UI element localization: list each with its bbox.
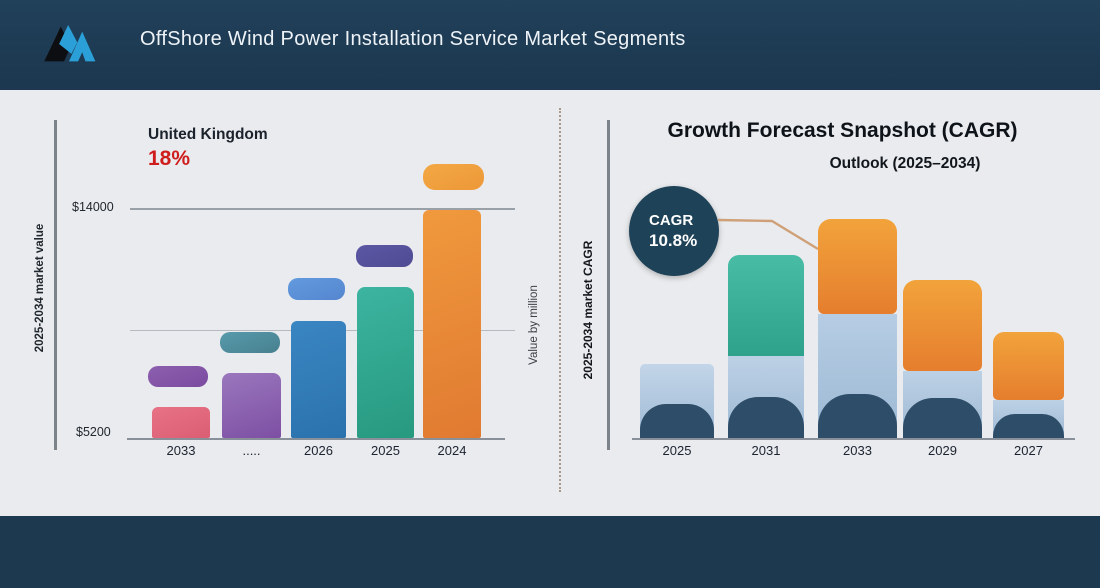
right-bar-2029-seg0 (903, 280, 982, 371)
ama-mountain-logo-icon (36, 14, 102, 79)
right-x-axis-line (632, 438, 1075, 440)
left-x-tick-2033: 2033 (166, 443, 196, 458)
right-y-axis-line (607, 120, 610, 450)
left-bar-cap-2026 (288, 278, 345, 300)
left-x-tick-.....: ..... (242, 443, 261, 458)
right-x-tick-2027: 2027 (1014, 443, 1043, 458)
right-y-axis-label: 2025-2034 market CAGR (581, 240, 595, 380)
header-bar: OffShore Wind Power Installation Service… (0, 0, 1100, 90)
left-y-axis-label: 2025-2034 market value (34, 223, 46, 353)
page-title: OffShore Wind Power Installation Service… (140, 28, 686, 50)
right-x-tick-2029: 2029 (928, 443, 957, 458)
right-x-tick-2025: 2025 (662, 443, 692, 458)
right-chart-subtitle: Outlook (2025–2034) (829, 155, 981, 172)
left-bar-cap-2024 (423, 164, 484, 190)
value-by-million-label: Value by million (528, 285, 540, 365)
right-bar-2029-seg2 (903, 398, 982, 438)
cagr-badge-value: 10.8% (649, 230, 698, 250)
country-label: United Kingdom (148, 126, 268, 143)
callout-connector-line (714, 213, 826, 260)
right-bar-2031-seg0 (728, 255, 804, 356)
left-bar-2024 (423, 210, 481, 438)
left-x-tick-2024: 2024 (437, 443, 467, 458)
left-y-axis-line (54, 120, 57, 450)
footer-bar: @ All Market Analysis Snapshot GlobalOff… (0, 516, 1100, 588)
right-x-tick-2033: 2033 (843, 443, 872, 458)
right-bar-2033-seg0 (818, 219, 897, 314)
left-bar-2026 (291, 321, 346, 438)
left-bar-cap-2033 (148, 366, 208, 387)
right-bar-2027-seg0 (993, 332, 1064, 400)
gridline-14000 (130, 208, 515, 210)
left-x-axis-line (127, 438, 505, 440)
cagr-badge-label: CAGR (649, 211, 694, 229)
left-x-tick-2025: 2025 (371, 443, 400, 458)
left-bar-cap-2025 (356, 245, 413, 267)
right-bar-2025-seg1 (640, 404, 714, 438)
cagr-badge: CAGR 10.8% (629, 186, 719, 276)
right-bar-2031-seg2 (728, 397, 804, 438)
panel-divider-dotted (559, 108, 561, 492)
right-bar-2027-seg2 (993, 414, 1064, 438)
right-x-tick-2031: 2031 (751, 443, 781, 458)
left-bar-2025 (357, 287, 414, 438)
left-bar-2033 (152, 407, 210, 438)
share-percent-label: 18% (148, 147, 191, 170)
y-tick-5200: $5200 (76, 425, 111, 439)
left-bar-..... (222, 373, 281, 438)
right-bar-2033-seg2 (818, 394, 897, 438)
y-tick-14000: $14000 (72, 200, 114, 214)
left-bar-cap-..... (220, 332, 280, 353)
left-x-tick-2026: 2026 (304, 443, 333, 458)
right-chart-title: Growth Forecast Snapshot (CAGR) (667, 119, 1018, 142)
